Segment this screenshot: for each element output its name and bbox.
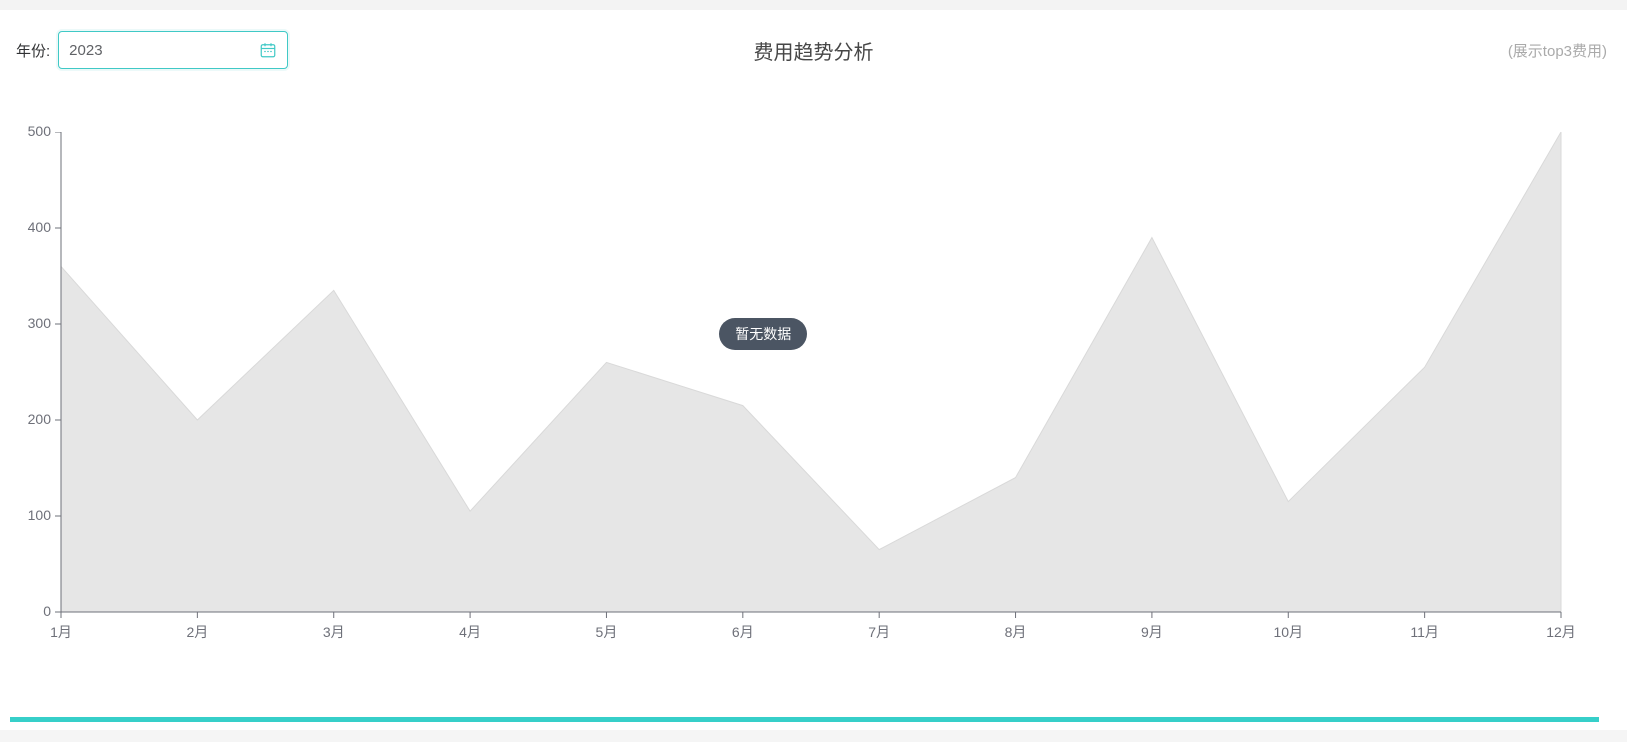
year-picker[interactable]: 2023 <box>58 31 288 69</box>
x-tick-label: 5月 <box>596 622 618 642</box>
chart-panel: 年份: 2023 费用趋势分析 (展示top3费用) 0 100 200 300 400… <box>0 10 1627 730</box>
chart-tooltip: 暂无数据 <box>719 318 807 350</box>
area-chart-svg <box>8 132 1571 652</box>
y-tick-label: 500 <box>11 123 51 139</box>
x-tick-label: 11月 <box>1410 622 1439 642</box>
x-tick-label: 9月 <box>1141 622 1163 642</box>
x-tick-label: 12月 <box>1546 622 1576 642</box>
x-tick-label: 2月 <box>186 622 208 642</box>
y-tick-label: 400 <box>11 219 51 235</box>
x-tick-label: 4月 <box>459 622 481 642</box>
year-label: 年份: <box>16 40 50 61</box>
x-tick-label: 7月 <box>868 622 890 642</box>
calendar-icon <box>259 41 277 59</box>
accent-border <box>10 717 1599 722</box>
x-tick-label: 1月 <box>50 622 72 642</box>
x-tick-label: 6月 <box>732 622 754 642</box>
y-tick-label: 200 <box>11 411 51 427</box>
x-tick-label: 10月 <box>1273 622 1303 642</box>
y-tick-label: 100 <box>11 507 51 523</box>
top-bar <box>0 0 1627 10</box>
header-row: 年份: 2023 费用趋势分析 (展示top3费用) <box>8 28 1619 72</box>
y-tick-label: 0 <box>11 603 51 619</box>
x-tick-label: 8月 <box>1005 622 1027 642</box>
x-tick-label: 3月 <box>323 622 345 642</box>
year-picker-value: 2023 <box>69 42 102 59</box>
y-tick-label: 300 <box>11 315 51 331</box>
chart-area: 0100200300400500 1月2月3月4月5月6月7月8月9月10月11… <box>8 132 1619 692</box>
chart-subtitle: (展示top3费用) <box>1508 40 1607 61</box>
